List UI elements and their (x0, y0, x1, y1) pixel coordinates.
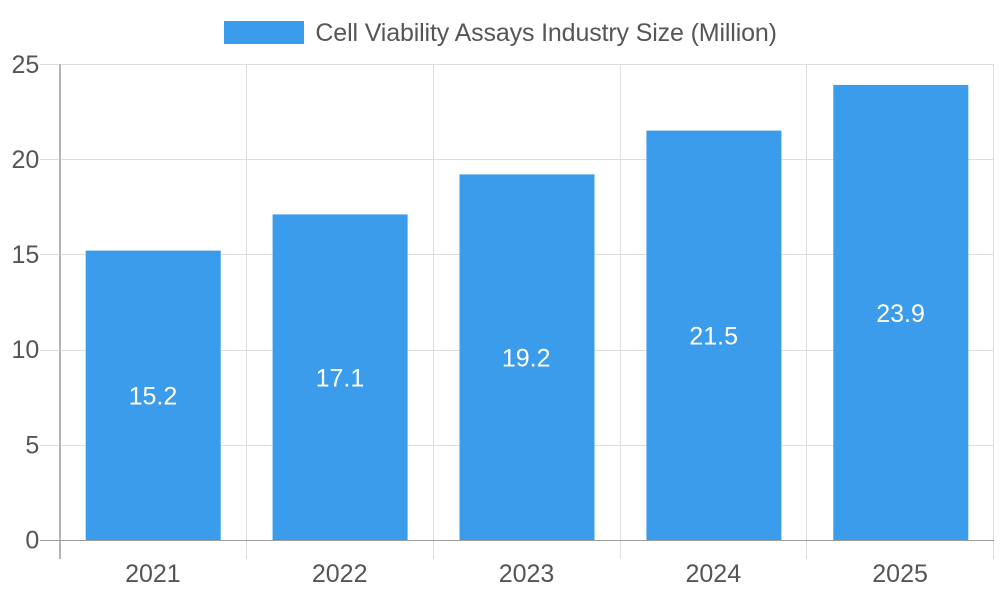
svg-text:20: 20 (11, 146, 39, 174)
svg-text:19.2: 19.2 (502, 345, 551, 373)
svg-text:15.2: 15.2 (129, 383, 178, 411)
svg-text:2024: 2024 (685, 560, 741, 588)
svg-text:5: 5 (25, 432, 39, 460)
svg-text:2025: 2025 (872, 560, 928, 588)
svg-text:21.5: 21.5 (689, 323, 738, 351)
svg-text:Cell Viability Assays Industry: Cell Viability Assays Industry Size (Mil… (315, 19, 776, 47)
svg-text:2021: 2021 (125, 560, 181, 588)
svg-text:10: 10 (11, 336, 39, 364)
svg-text:23.9: 23.9 (876, 300, 925, 328)
svg-text:15: 15 (11, 241, 39, 269)
svg-text:2022: 2022 (312, 560, 368, 588)
svg-text:25: 25 (11, 51, 39, 79)
svg-text:17.1: 17.1 (316, 365, 365, 393)
svg-text:0: 0 (25, 527, 39, 555)
svg-text:2023: 2023 (499, 560, 555, 588)
